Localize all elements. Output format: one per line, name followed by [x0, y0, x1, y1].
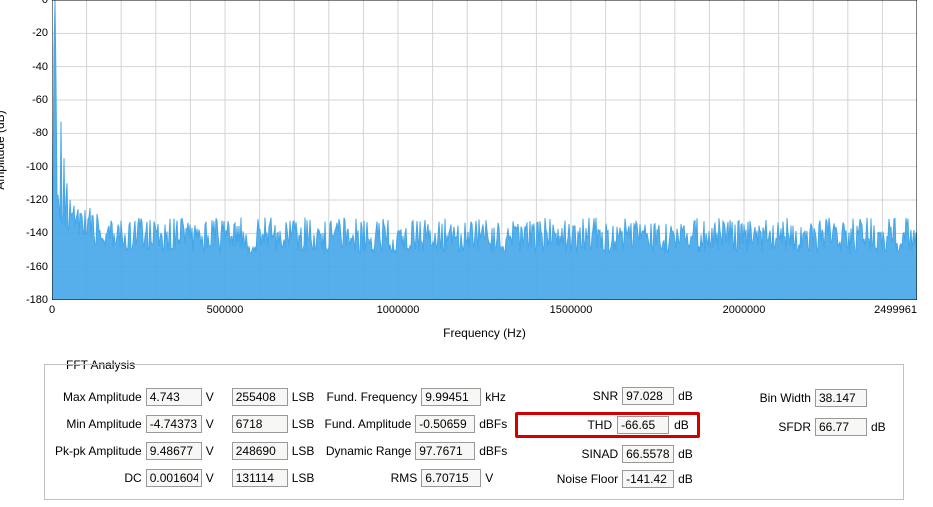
max-amplitude-v[interactable]	[146, 388, 202, 406]
x-axis-ticks: 05000001000000150000020000002499961	[52, 304, 917, 318]
sinad-field: SINAD dB	[515, 445, 700, 463]
fund-frequency-field: Fund. Frequency kHz	[322, 388, 507, 406]
noise-floor[interactable]	[622, 470, 674, 488]
min-amplitude-field: Min Amplitude V LSB	[55, 415, 314, 433]
snr[interactable]	[622, 387, 674, 405]
fft-analysis-panel: Max Amplitude V LSB Min Amplitude V LSB …	[44, 364, 904, 500]
column-amplitude: Max Amplitude V LSB Min Amplitude V LSB …	[55, 383, 314, 491]
min-amplitude-v[interactable]	[146, 415, 202, 433]
y-axis-label: Amplitude (dB)	[0, 110, 7, 189]
sinad[interactable]	[622, 445, 674, 463]
sfdr[interactable]	[815, 418, 867, 436]
dc-v[interactable]	[146, 469, 202, 487]
y-axis-ticks: 0-20-40-60-80-100-120-140-160-180	[16, 0, 50, 300]
column-noise: SNR dB THD dB SINAD dB Noise Floor	[515, 383, 700, 491]
dynamic-range-field: Dynamic Range dBFs	[322, 442, 507, 460]
spectrum-svg	[52, 0, 917, 300]
max-amplitude-lsb[interactable]	[232, 388, 288, 406]
bin-width-field: Bin Width	[708, 389, 893, 407]
rms[interactable]	[421, 469, 481, 487]
bin-width[interactable]	[815, 389, 867, 407]
dc-lsb[interactable]	[232, 469, 288, 487]
fft-spectrum-chart	[52, 0, 917, 320]
min-amplitude-lsb[interactable]	[232, 415, 288, 433]
dynamic-range[interactable]	[415, 442, 475, 460]
max-amplitude-field: Max Amplitude V LSB	[55, 388, 314, 406]
pkpk-amplitude-v[interactable]	[146, 442, 202, 460]
pkpk-amplitude-lsb[interactable]	[232, 442, 288, 460]
noise-floor-field: Noise Floor dB	[515, 470, 700, 488]
thd-field-highlighted: THD dB	[515, 412, 700, 438]
fund-amplitude-field: Fund. Amplitude dBFs	[322, 415, 507, 433]
rms-field: RMS V	[322, 469, 507, 487]
thd[interactable]	[617, 416, 669, 434]
fund-frequency[interactable]	[421, 388, 481, 406]
column-fundamental: Fund. Frequency kHz Fund. Amplitude dBFs…	[322, 383, 507, 491]
x-axis-label: Frequency (Hz)	[52, 326, 917, 340]
fund-amplitude[interactable]	[415, 415, 475, 433]
dc-field: DC V LSB	[55, 469, 314, 487]
snr-field: SNR dB	[515, 387, 700, 405]
sfdr-field: SFDR dB	[708, 418, 893, 436]
pkpk-amplitude-field: Pk-pk Amplitude V LSB	[55, 442, 314, 460]
column-misc: Bin Width SFDR dB . .	[708, 383, 893, 491]
